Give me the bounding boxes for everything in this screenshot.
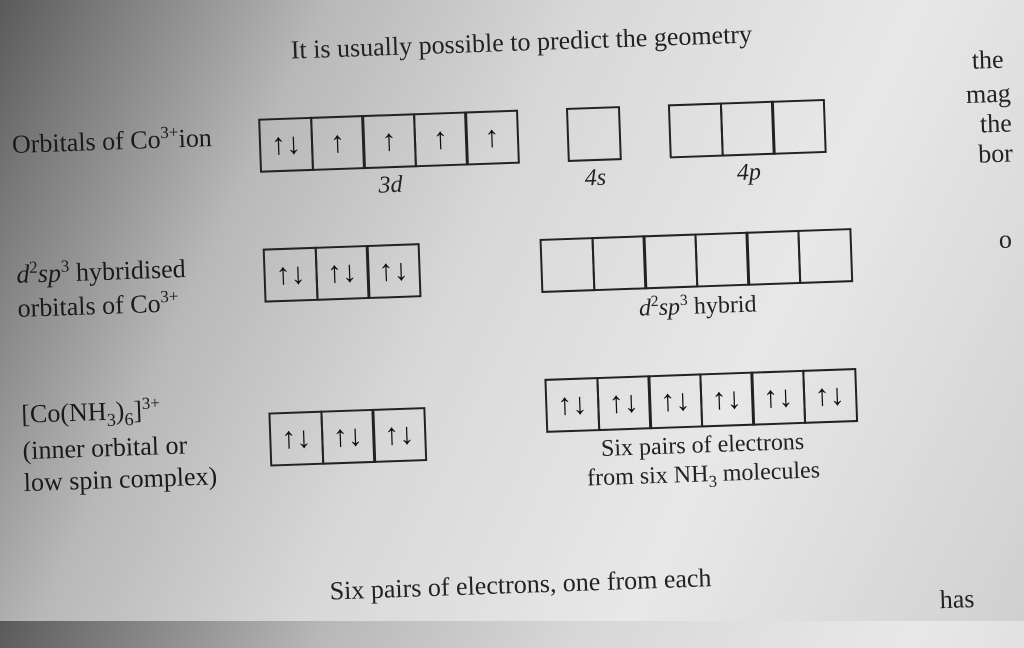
orbital-box [797,228,853,284]
boxes-hyb-left: ↑↓↑↓↑↓ [263,243,422,302]
page-surface: It is usually possible to predict the ge… [0,0,1024,639]
orbital-box [540,237,596,293]
group-4s: 4s [566,106,623,193]
row1-label: Orbitals of Co3+ion [0,119,259,162]
orbital-box: ↑↓ [268,411,324,467]
orbital-box: ↑↓ [750,370,806,426]
bottom-line-1: Six pairs of electrons, one from each [329,563,712,606]
group-3d: ↑↓↑↑↑↑ 3d [258,110,521,204]
caption-d2sp3: d2sp3 hybrid [638,289,757,323]
boxes-3d: ↑↓↑↑↑↑ [258,110,520,173]
orbital-box: ↑ [464,110,520,166]
group-complex-right: ↑↓↑↓↑↓↑↓↑↓↑↓ Six pairs of electrons from… [544,368,859,498]
orbital-box: ↑↓ [314,245,370,301]
orbital-box: ↑↓ [596,375,652,431]
orbital-box: ↑↓ [263,247,319,303]
orbital-box [642,234,698,290]
boxes-complex-right: ↑↓↑↓↑↓↑↓↑↓↑↓ [544,368,857,433]
orbital-box: ↑↓ [371,407,427,463]
row3-label: [Co(NH3)6]3+(inner orbital orlow spin co… [3,389,271,501]
row2-orbitals: ↑↓↑↓↑↓ d2sp3 hybrid [263,222,1024,336]
orbital-box: ↑ [361,113,417,169]
orbital-box: ↑↓ [366,243,422,299]
orbital-box: ↑ [413,111,469,167]
group-complex-left: ↑↓↑↓↑↓ [268,407,427,466]
row-complex: [Co(NH3)6]3+(inner orbital orlow spin co… [3,362,1024,516]
orbital-box [566,106,622,162]
row1-orbitals: ↑↓↑↑↑↑ 3d 4s 4p [258,92,1020,203]
sublabel-4p: 4p [736,159,761,187]
row3-orbitals: ↑↓↑↓↑↓ ↑↓↑↓↑↓↑↓↑↓↑↓ Six pairs of electro… [268,362,1024,507]
row-hybridised: d2sp3 hybridisedorbitals of Co3+ ↑↓↑↓↑↓ … [0,222,1024,345]
orbital-box [771,99,827,155]
orbital-box: ↑↓ [647,373,703,429]
orbital-box [694,232,750,288]
orbital-box [668,103,724,159]
group-4p: 4p [668,99,828,189]
group-hyb-right: d2sp3 hybrid [540,228,854,327]
orbital-box: ↑ [310,115,366,171]
orbital-box: ↑↓ [699,372,755,428]
orbital-box [745,230,801,286]
orbital-box: ↑↓ [544,377,600,433]
bottom-line-2: has [939,584,975,615]
boxes-complex-left: ↑↓↑↓↑↓ [268,407,427,466]
intro-word-2: the [971,45,1004,76]
orbital-box: ↑↓ [802,368,858,424]
intro-line: It is usually possible to predict the ge… [290,19,752,65]
caption-six-pairs: Six pairs of electrons from six NH3 mole… [586,427,821,496]
row2-label: d2sp3 hybridisedorbitals of Co3+ [0,249,265,327]
sublabel-4s: 4s [584,165,606,193]
boxes-hyb-right [540,228,853,293]
boxes-4p [668,99,827,158]
orbital-box [591,235,647,291]
group-hyb-left: ↑↓↑↓↑↓ [263,243,422,302]
row-orbitals-co3: Orbitals of Co3+ion ↑↓↑↑↑↑ 3d 4s 4p [0,92,1020,213]
orbital-box: ↑↓ [320,409,376,465]
boxes-4s [566,106,622,162]
sublabel-3d: 3d [378,172,403,200]
orbital-box [719,101,775,157]
orbital-box: ↑↓ [258,117,314,173]
